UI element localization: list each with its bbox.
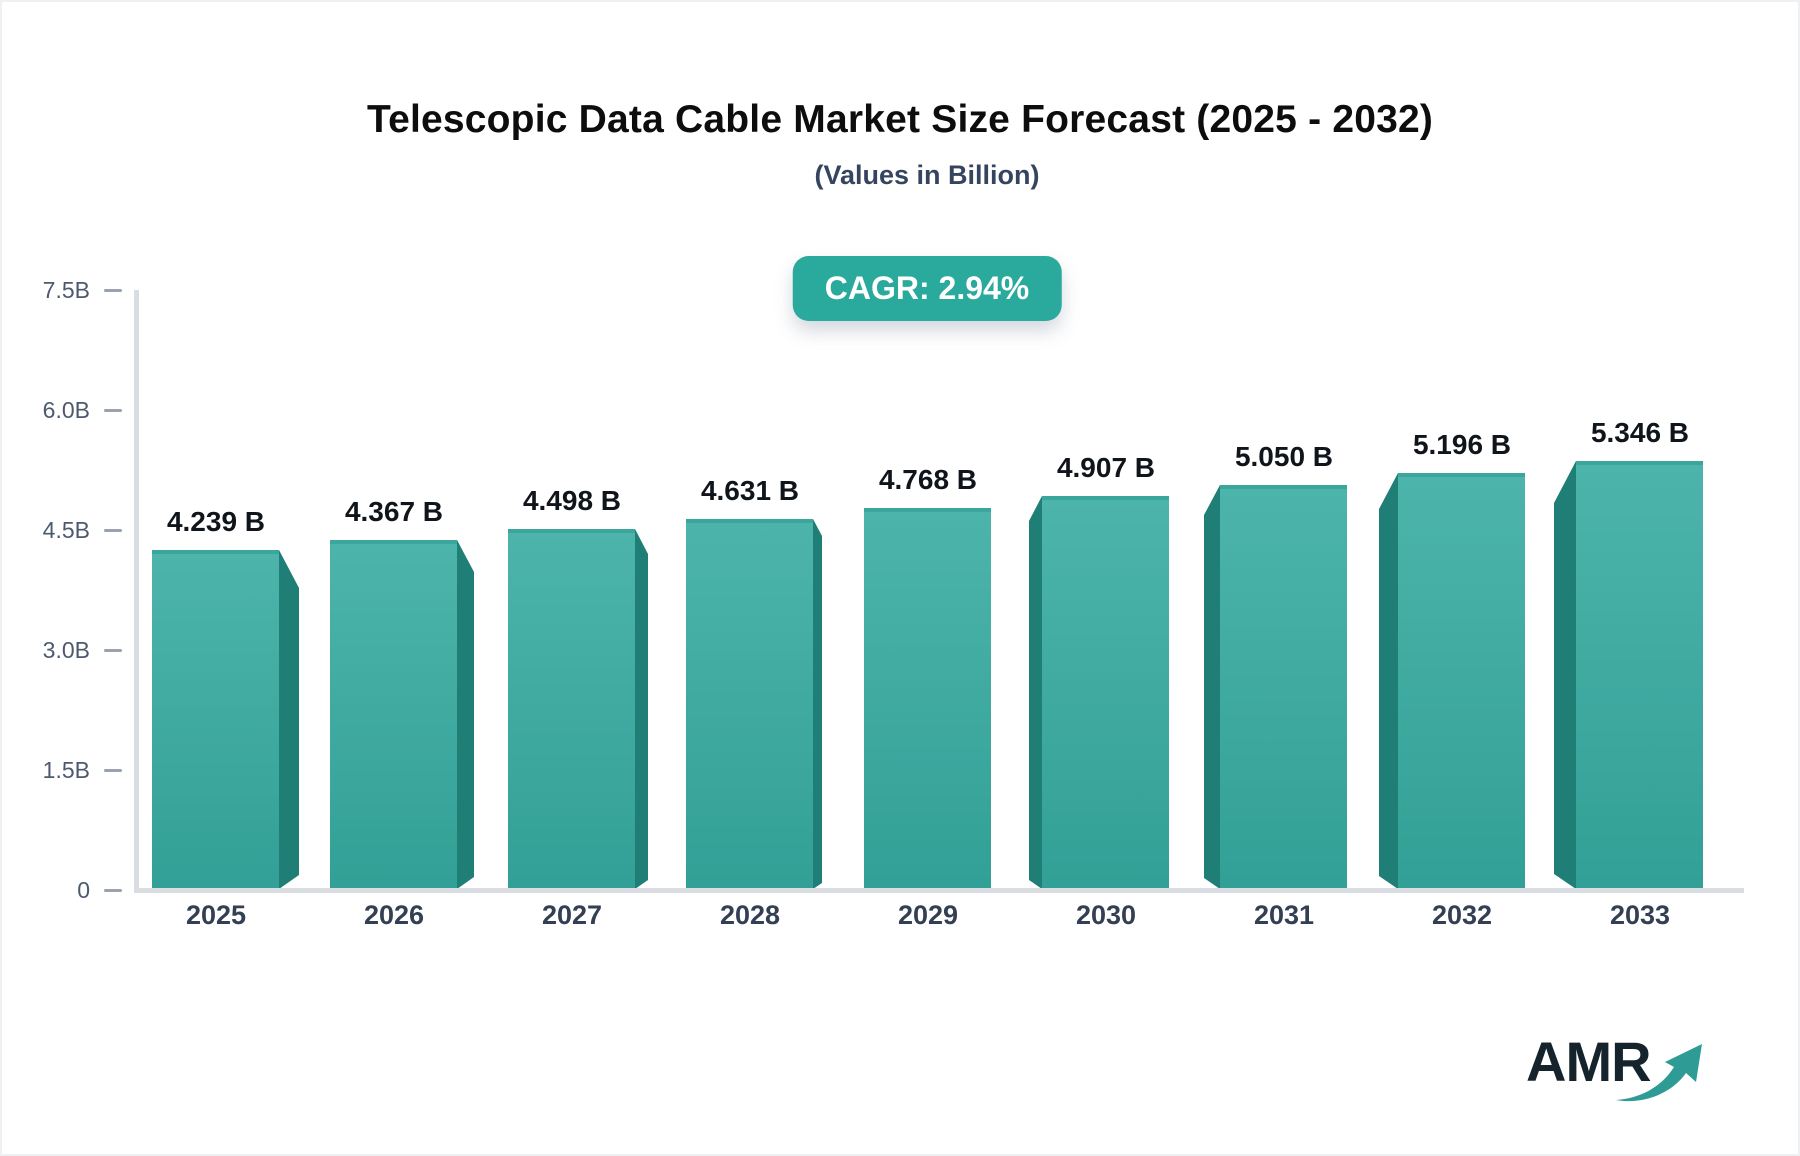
amr-logo-text: AMR	[1526, 1030, 1652, 1093]
x-axis-label-2027: 2027	[541, 900, 603, 930]
bar-value-label: 5.196 B	[1412, 429, 1512, 460]
y-tick-label: 7.5B	[42, 277, 90, 303]
bar-value-label: 4.239 B	[166, 506, 266, 537]
y-tick-label: 0	[77, 877, 90, 903]
bar-top-edge	[1220, 485, 1347, 489]
y-tick-dash	[104, 889, 122, 892]
x-axis-label-2026: 2026	[363, 900, 425, 930]
bar-value-label: 5.346 B	[1590, 417, 1690, 448]
bar-top-edge	[864, 508, 991, 512]
y-tick-dash	[104, 529, 122, 532]
bar-side-2032	[1379, 473, 1398, 889]
bar-face-2025	[152, 550, 279, 889]
y-tick-dash	[104, 769, 122, 772]
bar-side-2033	[1554, 461, 1576, 889]
chart-title: Telescopic Data Cable Market Size Foreca…	[366, 98, 1434, 141]
y-tick-label: 6.0B	[42, 397, 90, 423]
bar-side-2026	[457, 540, 474, 889]
growth-arrow-icon	[1616, 1044, 1702, 1102]
y-tick-dash	[104, 649, 122, 652]
bar-side-2031	[1204, 485, 1220, 889]
x-axis-label-2032: 2032	[1431, 900, 1493, 930]
bar-value-label: 4.768 B	[878, 464, 978, 495]
bar-value-label: 4.907 B	[1056, 452, 1156, 483]
bar-top-edge	[1398, 473, 1525, 477]
bar-face-2033	[1576, 461, 1703, 889]
bar-value-label: 4.631 B	[700, 475, 800, 506]
bar-top-edge	[508, 529, 635, 533]
bar-top-edge	[686, 519, 813, 523]
bar-side-2028	[813, 519, 822, 889]
bar-top-edge	[1042, 496, 1169, 500]
bar-side-2030	[1029, 496, 1042, 889]
y-tick-dash	[104, 289, 122, 292]
y-tick-dash	[104, 409, 122, 412]
cagr-badge: CAGR: 2.94%	[792, 256, 1062, 321]
bar-face-2028	[686, 519, 813, 889]
chart-subtitle: (Values in Billion)	[814, 160, 1040, 190]
bar-top-edge	[330, 540, 457, 544]
bar-top-edge	[152, 550, 279, 554]
x-axis-label-2029: 2029	[897, 900, 959, 930]
x-axis-label-2025: 2025	[185, 900, 247, 930]
x-axis-line	[134, 888, 1744, 893]
bar-value-label: 4.367 B	[344, 496, 444, 527]
y-tick-label: 1.5B	[42, 757, 90, 783]
amr-logo: AMR	[1526, 1032, 1716, 1112]
y-axis-line	[134, 290, 139, 890]
bar-face-2026	[330, 540, 457, 889]
bar-face-2027	[508, 529, 635, 889]
bar-value-label: 5.050 B	[1234, 441, 1334, 472]
x-axis-label-2031: 2031	[1253, 900, 1315, 930]
bar-face-2029	[864, 508, 991, 889]
x-axis-label-2028: 2028	[719, 900, 781, 930]
x-axis-label-2033: 2033	[1609, 900, 1671, 930]
bar-face-2031	[1220, 485, 1347, 889]
x-axis-label-2030: 2030	[1075, 900, 1137, 930]
y-tick-label: 4.5B	[42, 517, 90, 543]
bar-face-2030	[1042, 496, 1169, 889]
bar-side-2025	[279, 550, 299, 889]
y-tick-label: 3.0B	[42, 637, 90, 663]
bar-value-label: 4.498 B	[522, 485, 622, 516]
bar-top-edge	[1576, 461, 1703, 465]
bar-side-2027	[635, 529, 648, 889]
bar-face-2032	[1398, 473, 1525, 889]
